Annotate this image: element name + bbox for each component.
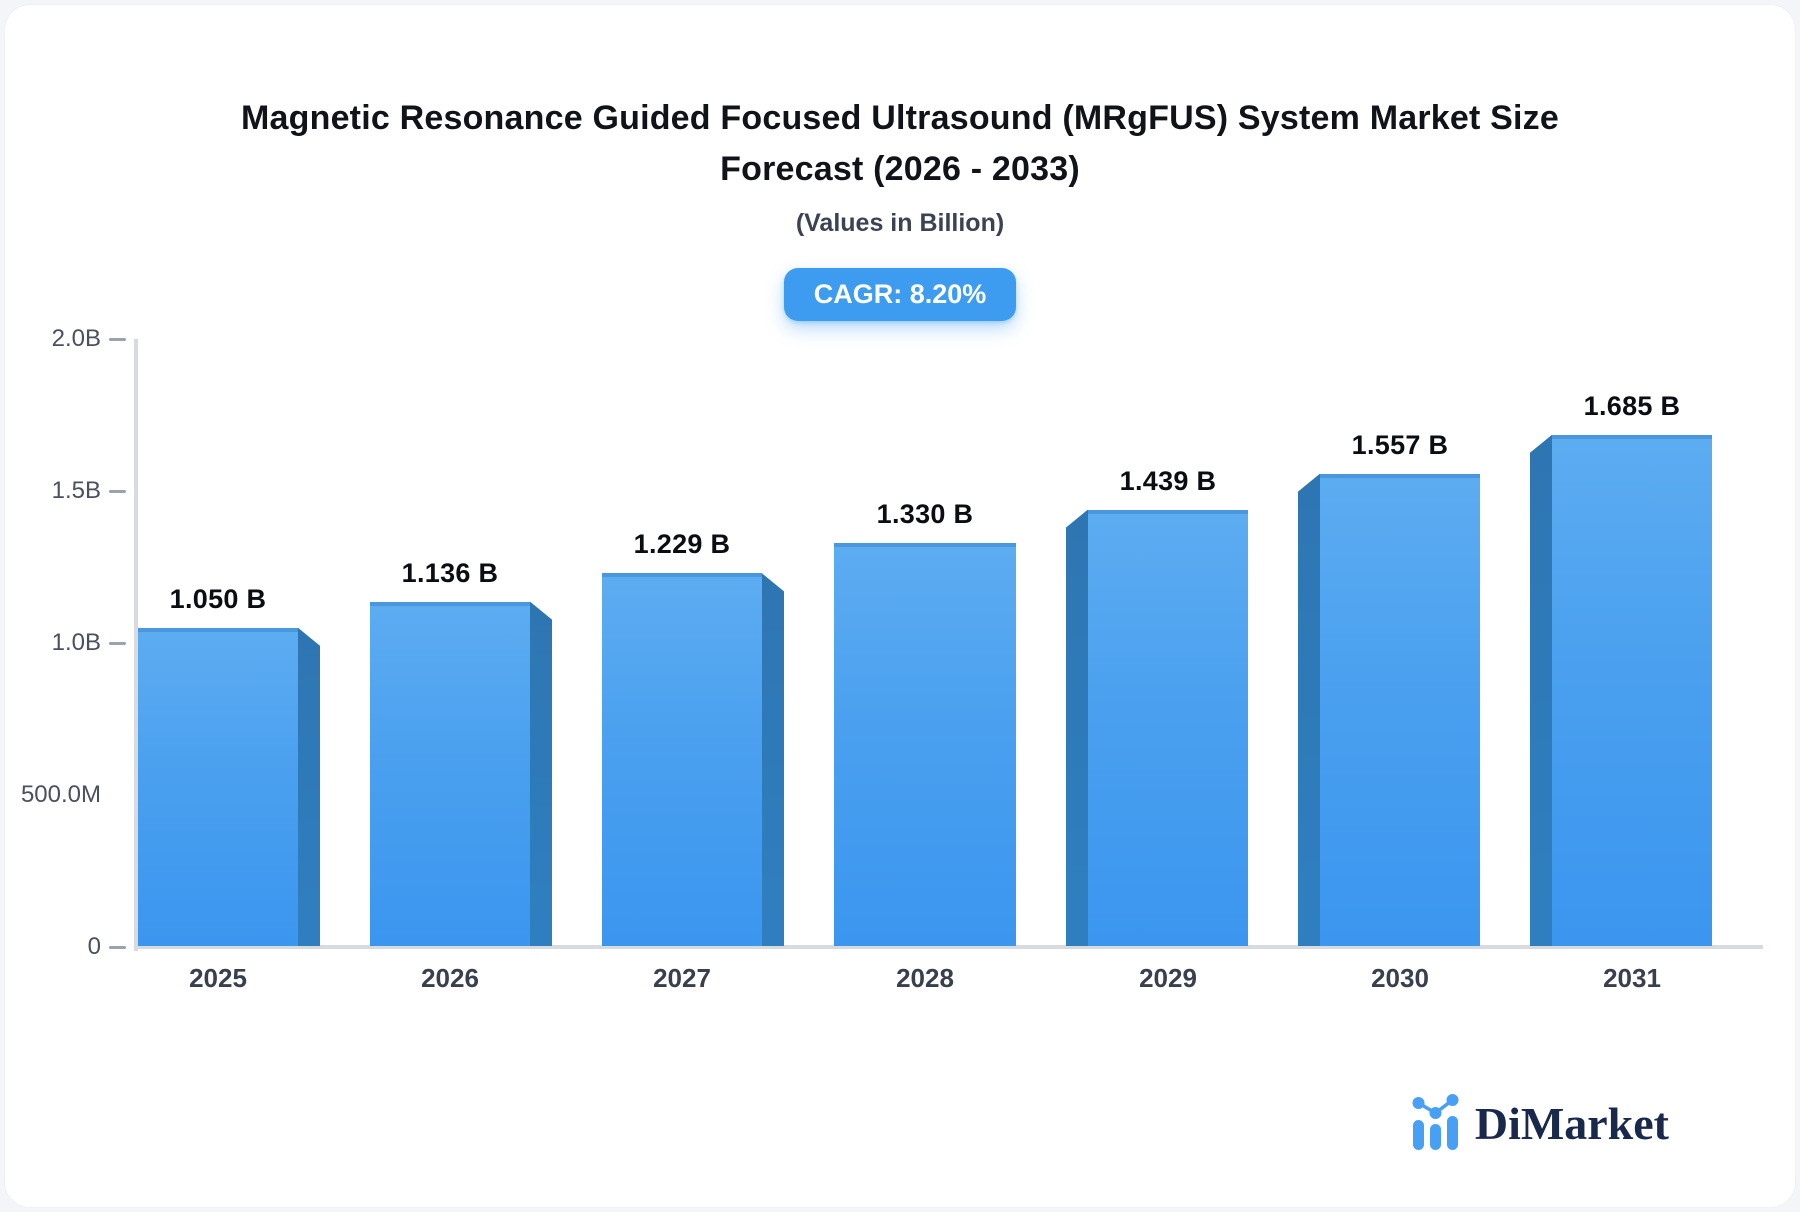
- x-axis-label: 2025: [189, 963, 247, 993]
- y-axis-tick-mark: [109, 642, 126, 645]
- bar-2026: [370, 601, 530, 946]
- page-title-line1: Magnetic Resonance Guided Focused Ultras…: [241, 99, 1559, 137]
- y-axis-tick-mark: [109, 946, 126, 949]
- dimarket-logo: DiMarket: [1411, 1091, 1669, 1153]
- y-axis-line: [134, 339, 138, 951]
- y-axis-tick-mark: [109, 490, 126, 493]
- bar-side-face: [762, 573, 784, 946]
- bar-value-label: 1.229 B: [633, 529, 731, 560]
- bar-chart-area: 2.0B 1.5B 1.0B 500.0M 0 1.050 B 2025 1.136 B 202…: [5, 5, 1795, 1207]
- y-axis-tick-label: 2.0B: [51, 325, 101, 352]
- bar-value-label: 1.136 B: [401, 557, 499, 588]
- logo-wordmark: DiMarket: [1474, 1098, 1669, 1149]
- x-axis-label: 2026: [421, 963, 479, 993]
- bar-side-face: [530, 601, 552, 946]
- x-axis-label: 2028: [896, 963, 954, 993]
- chart-header: Magnetic Resonance Guided Focused Ultras…: [5, 93, 1795, 321]
- bar-2030: [1320, 473, 1480, 946]
- bar-value-label: 1.557 B: [1351, 429, 1449, 460]
- bar-value-label: 1.330 B: [876, 498, 974, 529]
- bar-value-label: 1.050 B: [169, 583, 267, 614]
- bar-2028: [834, 542, 1016, 946]
- bar-2027: [602, 573, 762, 946]
- cagr-badge: CAGR: 8.20%: [783, 268, 1017, 321]
- bar-2029: [1088, 509, 1248, 946]
- bar-side-face: [298, 627, 320, 946]
- bar-side-face: [1066, 509, 1088, 946]
- y-axis-tick-label: 500.0M: [20, 781, 101, 808]
- bar-value-label: 1.439 B: [1119, 465, 1217, 496]
- x-axis-label: 2027: [653, 963, 711, 993]
- y-axis-tick-label: 1.5B: [51, 477, 101, 504]
- bar-side-face: [1530, 434, 1552, 946]
- bar-side-face: [1298, 473, 1320, 946]
- bar-2025: [138, 627, 298, 946]
- y-axis-tick-mark: [109, 338, 126, 341]
- x-axis-label: 2030: [1371, 963, 1429, 993]
- y-axis-tick-label: 1.0B: [51, 629, 101, 656]
- bar-value-label: 1.685 B: [1583, 390, 1681, 421]
- chart-subtitle: (Values in Billion): [795, 209, 1005, 237]
- x-axis-line: [134, 945, 1763, 949]
- x-axis-label: 2029: [1139, 963, 1197, 993]
- bar-chart-sparkline-icon: [1411, 1091, 1463, 1153]
- page-title-line2: Forecast (2026 - 2033): [720, 150, 1080, 188]
- x-axis-label: 2031: [1603, 963, 1661, 993]
- bar-2031: [1552, 434, 1712, 946]
- chart-card: Magnetic Resonance Guided Focused Ultras…: [4, 4, 1796, 1208]
- y-axis-tick-label: 0: [87, 933, 101, 960]
